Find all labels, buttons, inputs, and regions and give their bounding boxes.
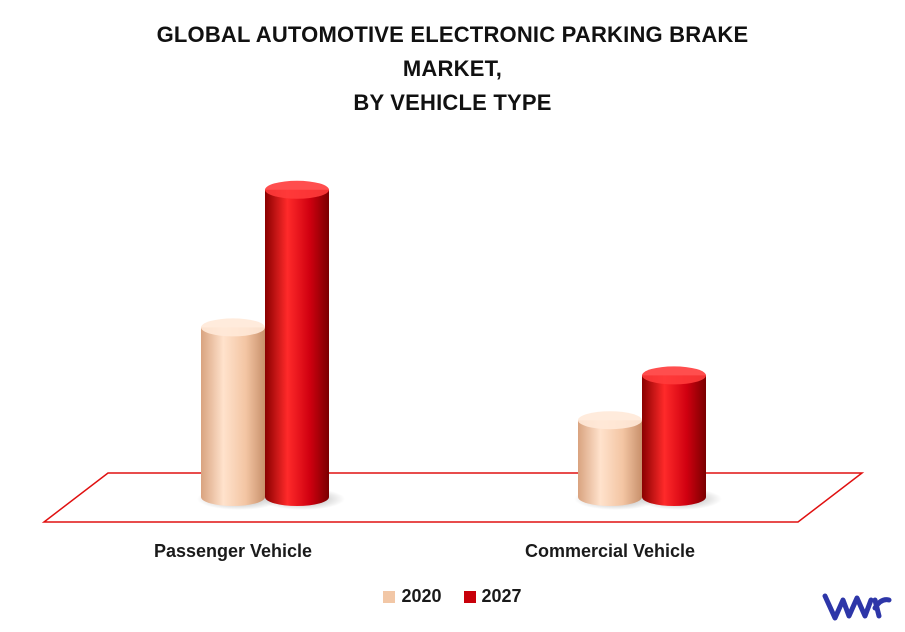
chart-title-line-2: MARKET,	[402, 56, 503, 81]
vmr-logo-icon	[822, 593, 892, 621]
category-label-commercial-vehicle: Commercial Vehicle	[525, 541, 695, 561]
bar-top-2020-passenger-vehicle	[201, 318, 265, 337]
legend-swatch-2027	[463, 590, 476, 603]
chart-title-line-3: BY VEHICLE TYPE	[353, 90, 552, 115]
bar-2020-commercial-vehicle	[578, 420, 642, 506]
legend-item-2027: 2027	[463, 586, 522, 607]
legend-swatch-2020	[383, 590, 396, 603]
bar-2027-commercial-vehicle	[642, 375, 706, 506]
legend-label-2027: 2027	[481, 586, 522, 606]
chart-title: GLOBAL AUTOMOTIVE ELECTRONIC PARKING BRA…	[0, 18, 905, 120]
bars-group	[197, 180, 722, 510]
bar-2027-passenger-vehicle	[265, 189, 329, 507]
floor-plane	[41, 472, 865, 523]
chart-title-line-1: GLOBAL AUTOMOTIVE ELECTRONIC PARKING BRA…	[156, 22, 749, 47]
legend-item-2020: 2020	[383, 586, 442, 607]
category-label-passenger-vehicle: Passenger Vehicle	[154, 541, 312, 561]
bar-top-2027-commercial-vehicle	[642, 366, 706, 385]
bar-top-2027-passenger-vehicle	[265, 180, 329, 199]
bar-2020-passenger-vehicle	[201, 327, 265, 506]
legend: 2020 2027	[0, 586, 905, 607]
bar-top-2020-commercial-vehicle	[578, 411, 642, 430]
legend-label-2020: 2020	[401, 586, 442, 606]
